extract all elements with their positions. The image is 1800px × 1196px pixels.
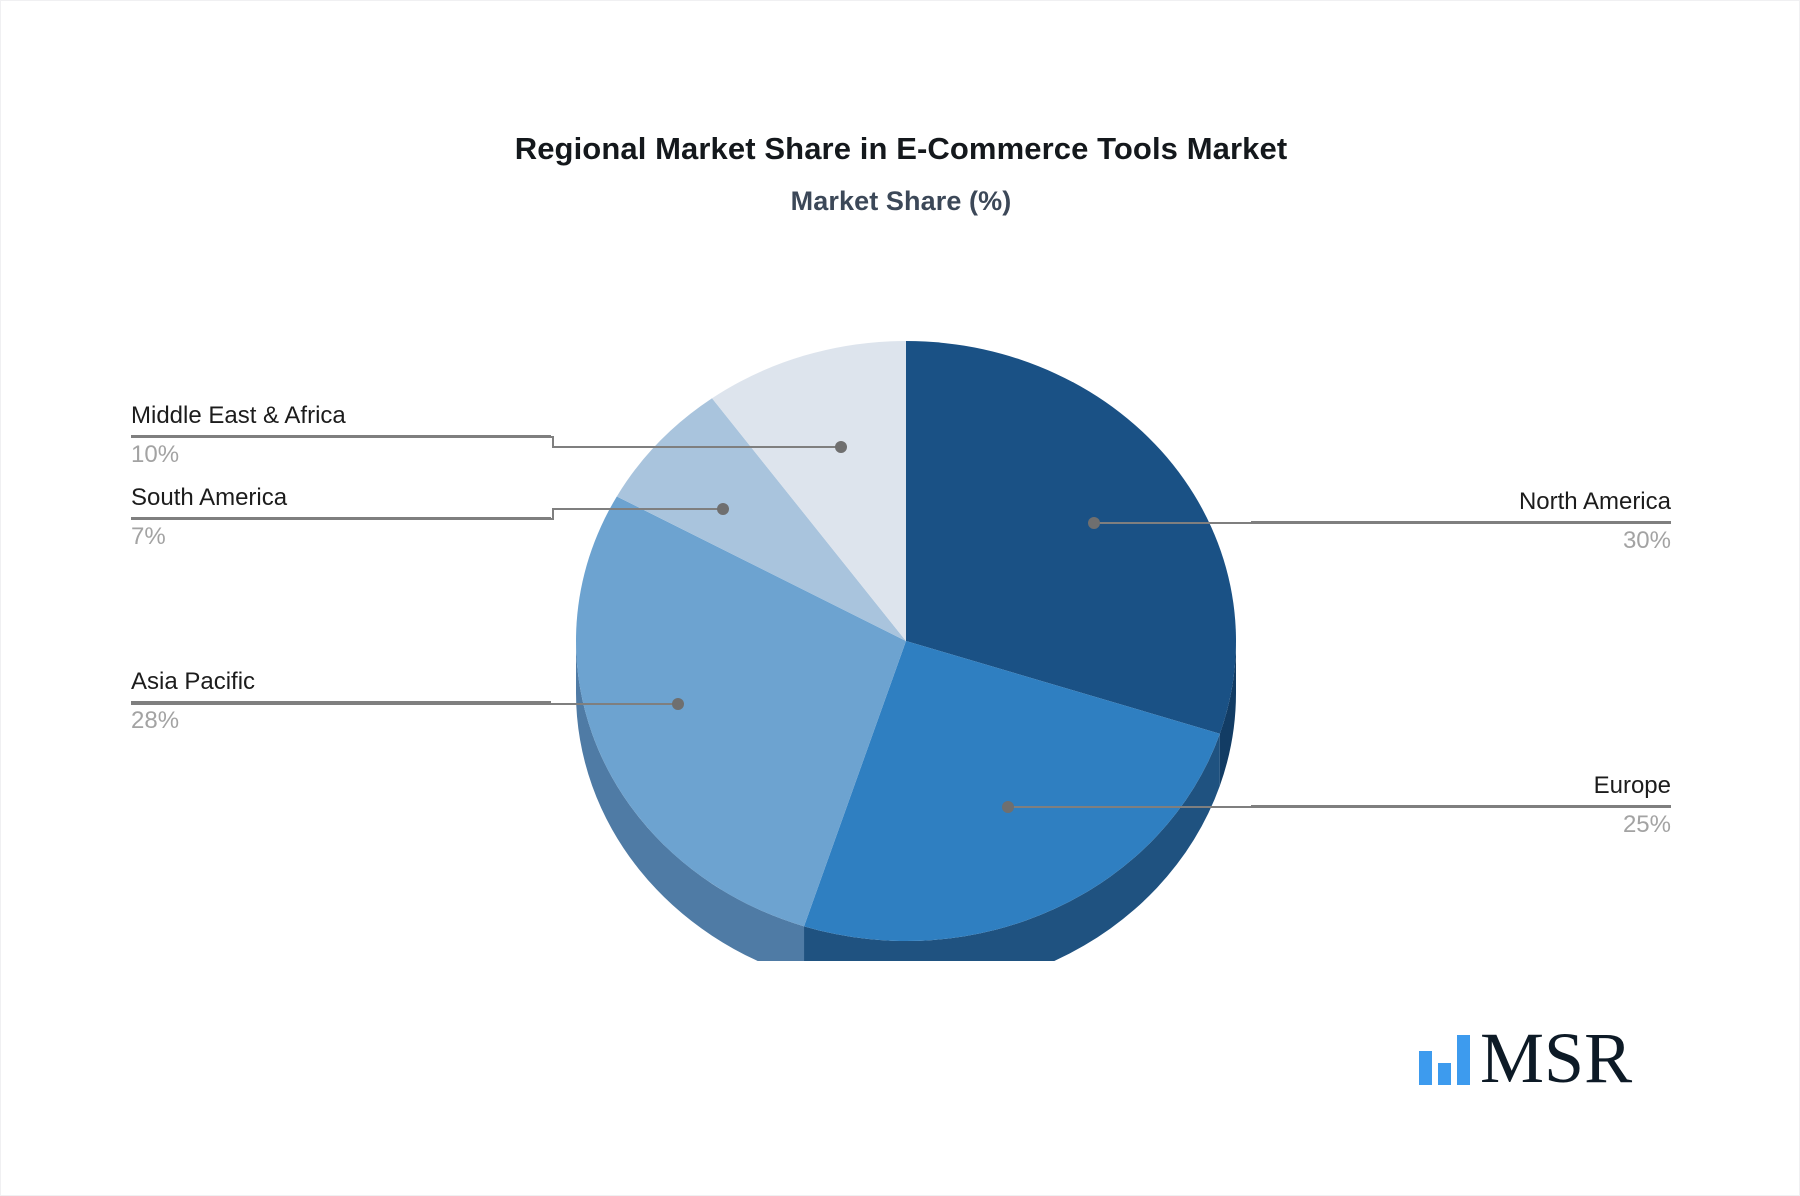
pie-label-europe: Europe 25%	[1251, 771, 1671, 840]
pie-label-name: Middle East & Africa	[131, 402, 346, 429]
pie-label-rule	[131, 701, 551, 703]
chart-subtitle: Market Share (%)	[790, 186, 1012, 216]
pie-slice-asia-pacific	[576, 496, 906, 927]
pie-side-asia-pacific	[576, 641, 805, 961]
pie-slice-south-america	[616, 398, 906, 641]
pie-slice-middle-east-africa	[712, 341, 906, 641]
pie-svg	[576, 341, 1236, 961]
chart-title: Regional Market Share in E-Commerce Tool…	[514, 131, 1288, 166]
pie-label-rule	[1251, 805, 1671, 807]
msr-logo: MSR	[1419, 1018, 1633, 1098]
pie-label-rule	[131, 517, 551, 519]
pie-label-north-america: North America 30%	[1251, 487, 1671, 556]
pie-label-value: 10%	[131, 441, 180, 468]
pie-side-europe	[804, 733, 1220, 961]
logo-bar-3	[1457, 1035, 1470, 1085]
pie-slice-europe	[804, 641, 1220, 941]
pie-slice-north-america	[906, 341, 1236, 734]
pie-chart	[546, 341, 1266, 961]
pie-label-asia-pacific: Asia Pacific 28%	[131, 667, 551, 736]
pie-label-value: 30%	[1622, 527, 1671, 554]
pie-label-name: South America	[131, 484, 288, 511]
pie-label-value: 7%	[131, 523, 166, 550]
pie-label-south-america: South America 7%	[131, 483, 551, 552]
pie-side-north-america	[1219, 641, 1236, 786]
pie-label-value: 28%	[131, 707, 180, 734]
pie-label-name: North America	[1518, 488, 1671, 515]
msr-wordmark: MSR	[1480, 1018, 1633, 1098]
pie-label-middle-east-africa: Middle East & Africa 10%	[131, 401, 551, 470]
logo-bar-1	[1419, 1051, 1432, 1085]
logo-bar-2	[1438, 1063, 1451, 1085]
pie-label-value: 25%	[1622, 811, 1671, 838]
bar-chart-icon	[1419, 1033, 1470, 1085]
pie-label-name: Asia Pacific	[131, 668, 256, 695]
pie-label-rule	[1251, 521, 1671, 523]
pie-label-name: Europe	[1593, 772, 1671, 799]
pie-label-rule	[131, 435, 551, 437]
